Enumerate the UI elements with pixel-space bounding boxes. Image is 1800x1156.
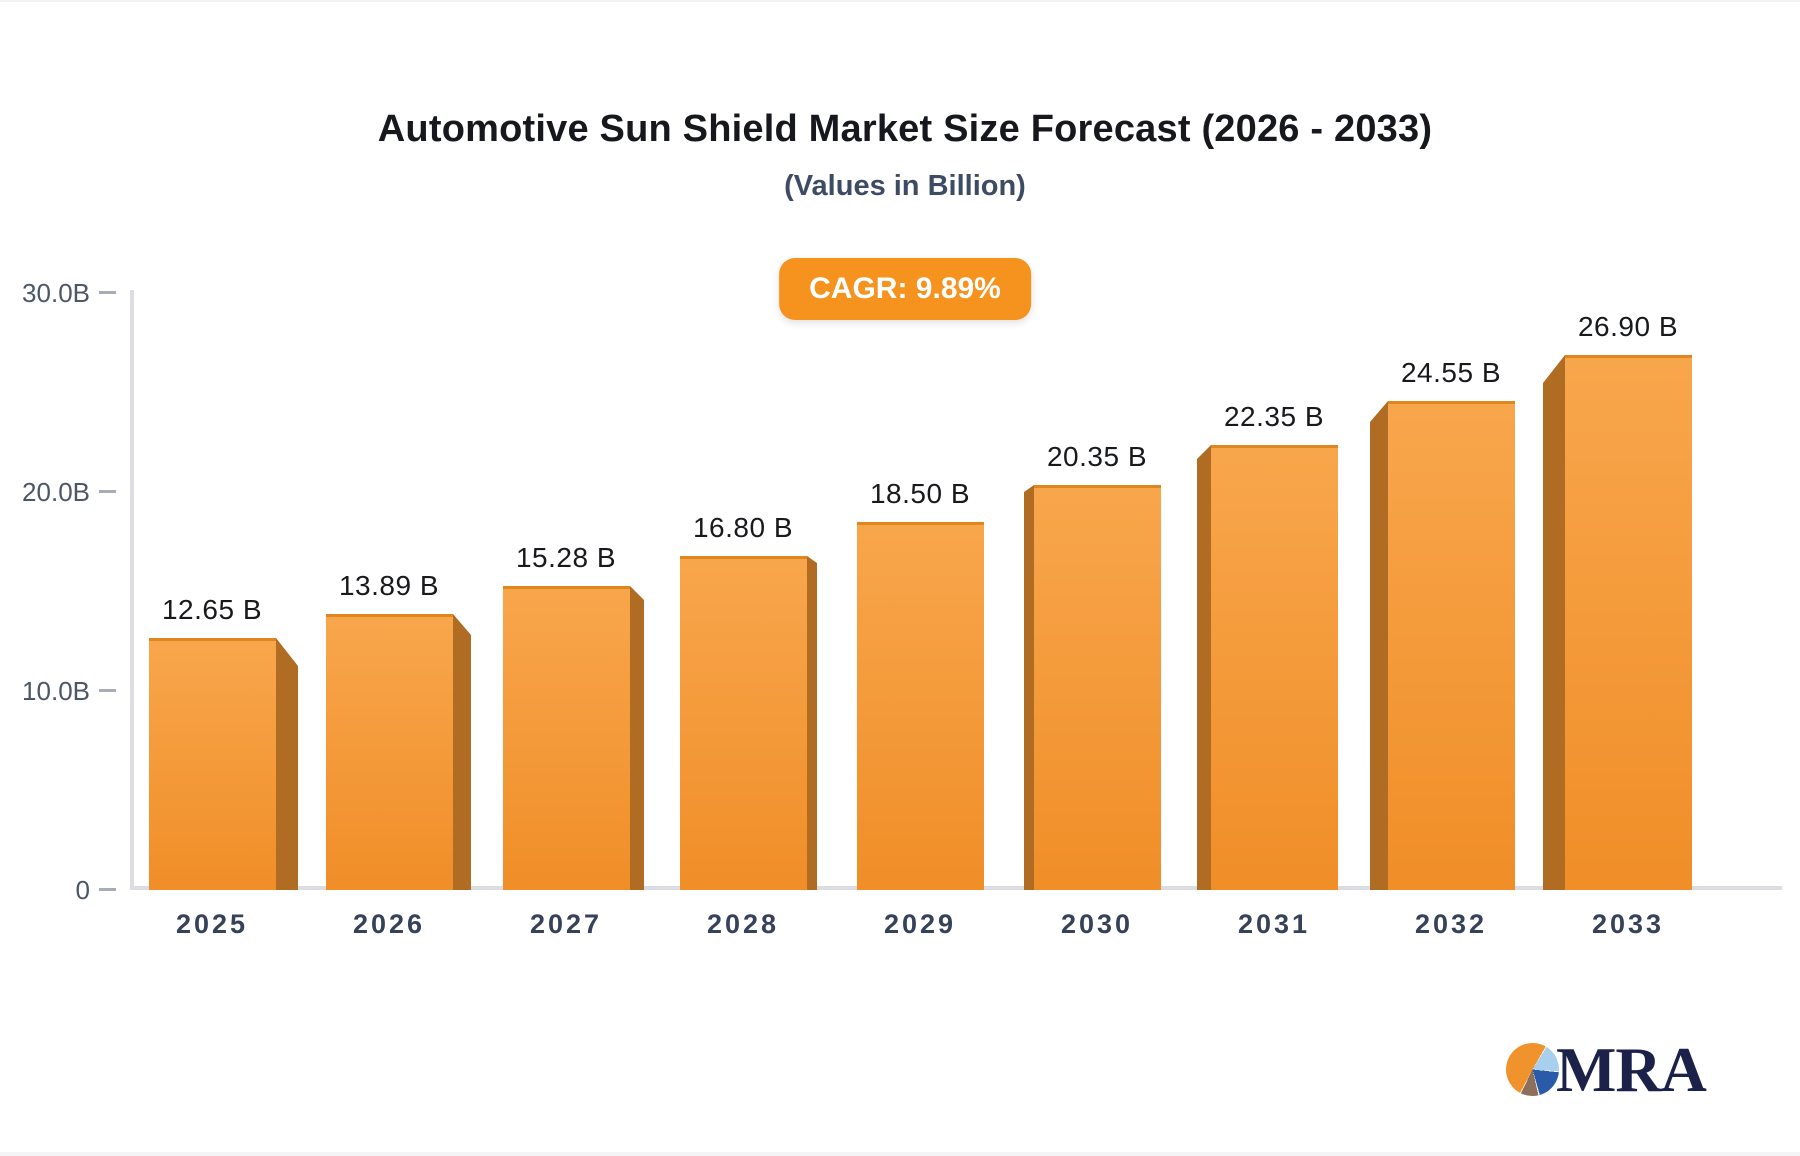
chart-subtitle: (Values in Billion) [784, 170, 1026, 202]
y-axis-line [130, 290, 134, 890]
bar-2031 [1211, 445, 1338, 890]
bar-2026 [326, 614, 453, 890]
bar-2033 [1565, 355, 1692, 890]
brand-logo: MRA [1506, 1034, 1766, 1112]
x-axis-label-2031: 2031 [1237, 909, 1311, 939]
y-tick-label: 20.0B [22, 477, 90, 507]
x-axis-label-2032: 2032 [1414, 909, 1488, 939]
bar-3d-side-2028 [807, 556, 817, 890]
bar-3d-side-2032 [1370, 401, 1388, 890]
x-axis-label-2028: 2028 [706, 909, 780, 939]
bar-value-label: 20.35 B [1046, 441, 1148, 472]
bar-2032 [1388, 401, 1515, 890]
bar-value-label: 12.65 B [161, 594, 263, 625]
y-tick-mark [99, 888, 116, 891]
y-tick-mark [99, 689, 116, 692]
x-axis-label-2033: 2033 [1591, 909, 1665, 939]
bar-3d-side-2026 [453, 614, 471, 890]
bar-3d-side-2031 [1197, 445, 1211, 890]
y-tick-label: 10.0B [22, 676, 90, 706]
x-axis-label-2027: 2027 [529, 909, 603, 939]
y-tick-label: 30.0B [22, 278, 90, 308]
y-tick-mark [99, 490, 116, 493]
bar-3d-side-2025 [276, 638, 298, 890]
x-axis-label-2030: 2030 [1060, 909, 1134, 939]
cagr-badge: CAGR: 9.89% [779, 258, 1031, 320]
chart-title: Automotive Sun Shield Market Size Foreca… [377, 108, 1433, 150]
bar-3d-side-2030 [1024, 485, 1034, 890]
bar-2028 [680, 556, 807, 890]
bar-3d-side-2033 [1543, 355, 1565, 890]
logo-text: MRA [1556, 1034, 1707, 1105]
x-axis-label-2026: 2026 [352, 909, 426, 939]
y-tick-mark [99, 291, 116, 294]
bar-value-label: 16.80 B [692, 512, 794, 543]
bar-2027 [503, 586, 630, 890]
bar-value-label: 15.28 B [515, 542, 617, 573]
bar-3d-side-2027 [630, 586, 644, 890]
y-tick-label: 0 [75, 875, 90, 905]
bar-value-label: 13.89 B [338, 570, 440, 601]
x-axis-label-2029: 2029 [883, 909, 957, 939]
bar-2025 [149, 638, 276, 890]
bar-2029 [857, 522, 984, 890]
bar-value-label: 22.35 B [1223, 401, 1325, 432]
bar-value-label: 26.90 B [1577, 311, 1679, 342]
bar-value-label: 18.50 B [869, 478, 971, 509]
x-axis-label-2025: 2025 [175, 909, 249, 939]
bar-value-label: 24.55 B [1400, 357, 1502, 388]
pie-chart-logo-icon [1506, 1043, 1559, 1096]
bar-2030 [1034, 485, 1161, 890]
